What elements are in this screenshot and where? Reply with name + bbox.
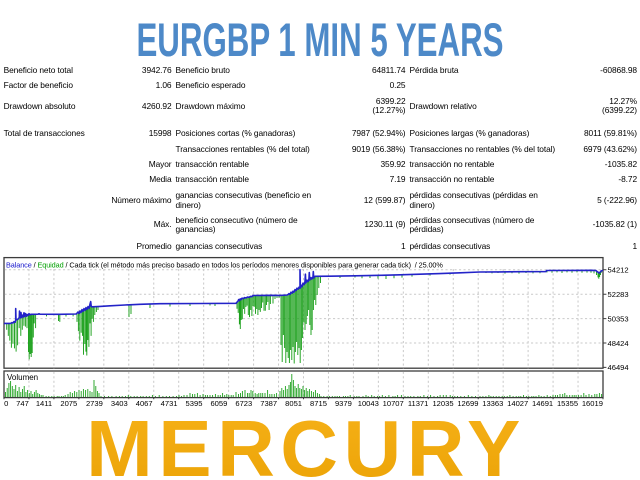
svg-text:46494: 46494 bbox=[608, 363, 629, 372]
svg-text:12035: 12035 bbox=[432, 399, 453, 408]
svg-text:747: 747 bbox=[16, 399, 29, 408]
svg-text:Volumen: Volumen bbox=[7, 373, 38, 382]
svg-text:54212: 54212 bbox=[608, 266, 629, 275]
svg-text:7387: 7387 bbox=[260, 399, 277, 408]
svg-text:9379: 9379 bbox=[335, 399, 352, 408]
svg-text:48424: 48424 bbox=[608, 339, 629, 348]
svg-text:10043: 10043 bbox=[358, 399, 379, 408]
svg-text:52283: 52283 bbox=[608, 290, 629, 299]
svg-text:0: 0 bbox=[4, 399, 8, 408]
svg-text:15355: 15355 bbox=[557, 399, 578, 408]
svg-text:Balance / Equidad / Cada tick: Balance / Equidad / Cada tick (el método… bbox=[6, 260, 443, 269]
svg-text:10707: 10707 bbox=[383, 399, 404, 408]
svg-text:8051: 8051 bbox=[285, 399, 302, 408]
svg-text:5395: 5395 bbox=[186, 399, 203, 408]
svg-text:14027: 14027 bbox=[507, 399, 528, 408]
svg-text:2739: 2739 bbox=[86, 399, 103, 408]
svg-text:4731: 4731 bbox=[161, 399, 178, 408]
svg-text:12699: 12699 bbox=[457, 399, 478, 408]
svg-text:4067: 4067 bbox=[136, 399, 153, 408]
svg-text:13363: 13363 bbox=[482, 399, 503, 408]
svg-text:1411: 1411 bbox=[36, 399, 52, 408]
svg-text:6723: 6723 bbox=[235, 399, 252, 408]
svg-text:11371: 11371 bbox=[408, 399, 429, 408]
svg-text:2075: 2075 bbox=[60, 399, 77, 408]
svg-text:16019: 16019 bbox=[582, 399, 603, 408]
svg-text:6059: 6059 bbox=[210, 399, 227, 408]
svg-text:14691: 14691 bbox=[532, 399, 553, 408]
svg-text:50353: 50353 bbox=[608, 314, 629, 323]
svg-text:8715: 8715 bbox=[310, 399, 327, 408]
svg-text:3403: 3403 bbox=[111, 399, 128, 408]
